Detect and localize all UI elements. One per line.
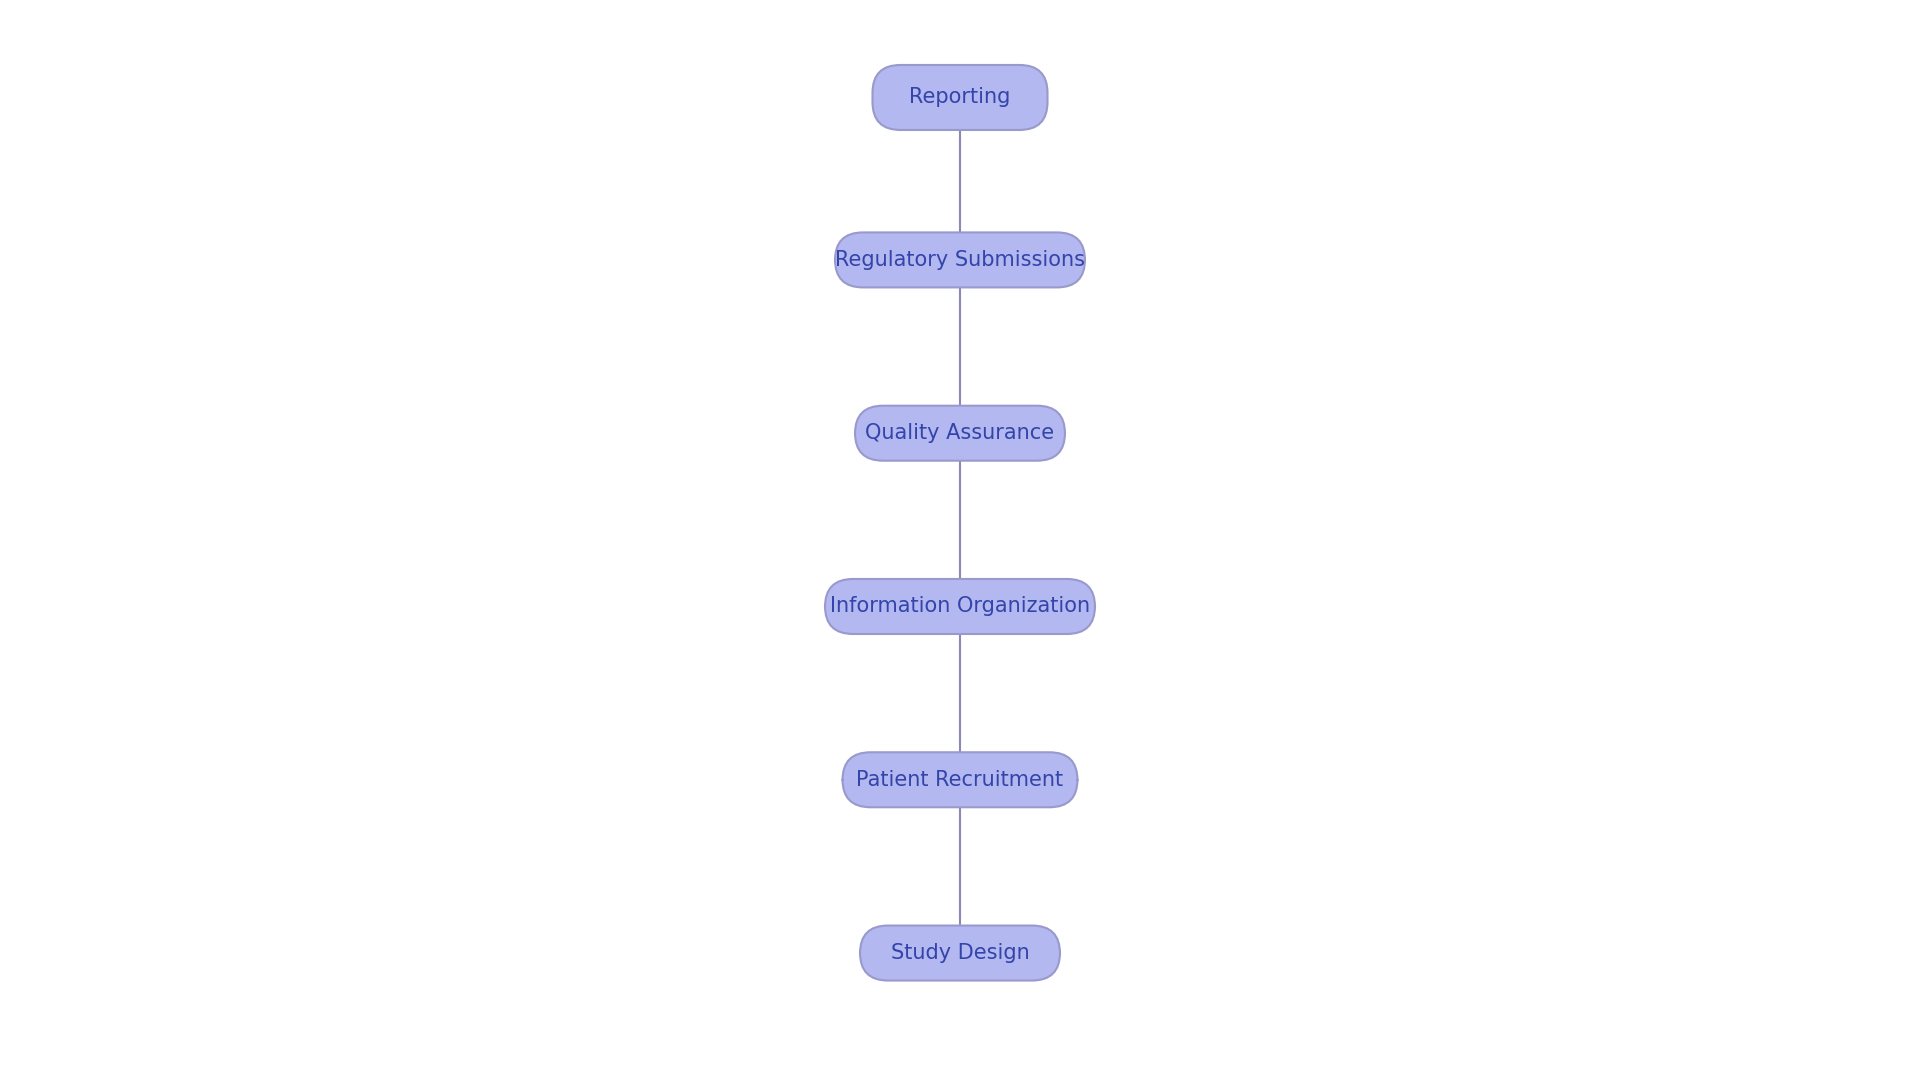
Text: Reporting: Reporting xyxy=(910,88,1010,107)
Text: Information Organization: Information Organization xyxy=(829,597,1091,616)
FancyBboxPatch shape xyxy=(843,753,1077,807)
Text: Quality Assurance: Quality Assurance xyxy=(866,423,1054,443)
Text: Regulatory Submissions: Regulatory Submissions xyxy=(835,250,1085,270)
Text: Study Design: Study Design xyxy=(891,943,1029,963)
FancyBboxPatch shape xyxy=(835,233,1085,287)
Text: Patient Recruitment: Patient Recruitment xyxy=(856,770,1064,790)
FancyBboxPatch shape xyxy=(826,579,1094,634)
FancyBboxPatch shape xyxy=(860,926,1060,980)
FancyBboxPatch shape xyxy=(854,406,1066,460)
FancyBboxPatch shape xyxy=(872,65,1048,130)
